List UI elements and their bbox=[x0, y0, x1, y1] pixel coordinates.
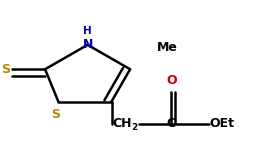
Text: CH: CH bbox=[113, 117, 132, 130]
Text: O: O bbox=[166, 74, 177, 87]
Text: Me: Me bbox=[157, 41, 177, 55]
Text: H: H bbox=[83, 26, 92, 36]
Text: OEt: OEt bbox=[210, 117, 235, 130]
Text: N: N bbox=[82, 38, 93, 51]
Text: C: C bbox=[167, 117, 176, 130]
Text: S: S bbox=[2, 63, 10, 76]
Text: S: S bbox=[51, 108, 60, 121]
Text: 2: 2 bbox=[131, 123, 138, 132]
